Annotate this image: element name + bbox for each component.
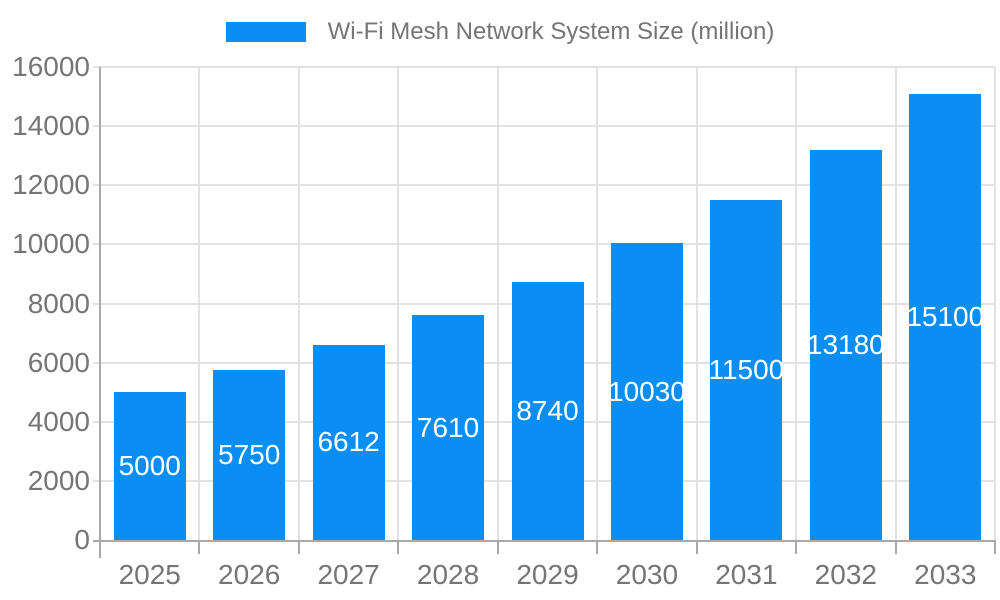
bar bbox=[909, 93, 982, 540]
bar bbox=[511, 281, 584, 540]
x-axis-tick-label: 2029 bbox=[516, 559, 579, 590]
x-axis-tick bbox=[198, 540, 201, 554]
x-axis-tick-label: 2028 bbox=[416, 559, 480, 590]
y-axis-tick-label: 12000 bbox=[12, 169, 90, 201]
x-axis-tick bbox=[99, 540, 101, 554]
bar-value-label: 6612 bbox=[317, 426, 380, 458]
bar bbox=[412, 315, 485, 540]
y-axis-tick-label: 14000 bbox=[12, 110, 90, 142]
bar-value-label: 7610 bbox=[416, 411, 480, 443]
y-axis-tick-label: 0 bbox=[74, 524, 90, 555]
x-axis-tick bbox=[496, 540, 499, 554]
x-axis-tick-label: 2030 bbox=[615, 559, 679, 590]
bar bbox=[312, 344, 385, 540]
y-axis-tick-label: 4000 bbox=[27, 405, 90, 437]
v-gridline bbox=[596, 67, 599, 540]
bar bbox=[113, 392, 186, 540]
bar-value-label: 5000 bbox=[118, 450, 181, 482]
bar-value-label: 8740 bbox=[516, 394, 579, 426]
h-gridline bbox=[93, 66, 995, 68]
h-gridline bbox=[93, 243, 995, 246]
x-axis-tick bbox=[397, 540, 400, 554]
x-axis-tick bbox=[695, 540, 698, 554]
h-gridline bbox=[93, 125, 995, 128]
bar bbox=[610, 243, 683, 540]
x-axis-tick-label: 2032 bbox=[814, 559, 877, 590]
x-axis-tick-label: 2025 bbox=[118, 559, 181, 590]
y-axis-tick-label: 8000 bbox=[27, 287, 90, 319]
x-axis-line bbox=[93, 540, 995, 542]
v-gridline bbox=[397, 67, 400, 540]
x-axis-tick-label: 2026 bbox=[218, 559, 281, 590]
y-axis-tick-label: 10000 bbox=[12, 228, 90, 260]
bar bbox=[213, 370, 286, 540]
v-gridline bbox=[297, 67, 300, 540]
x-axis-tick-label: 2033 bbox=[914, 559, 977, 590]
x-axis-tick bbox=[596, 540, 599, 554]
bar-value-label: 10030 bbox=[608, 375, 686, 407]
h-gridline bbox=[93, 184, 995, 187]
v-gridline bbox=[894, 67, 897, 540]
y-axis-tick-label: 16000 bbox=[12, 51, 90, 82]
bar bbox=[809, 150, 882, 540]
v-gridline bbox=[198, 67, 201, 540]
x-axis-tick-label: 2031 bbox=[715, 559, 778, 590]
v-gridline bbox=[496, 67, 499, 540]
x-axis-tick bbox=[297, 540, 300, 554]
x-axis-tick bbox=[994, 540, 996, 554]
bar-value-label: 5750 bbox=[218, 439, 281, 470]
bar-value-label: 13180 bbox=[806, 329, 885, 361]
bar-value-label: 15100 bbox=[906, 300, 985, 332]
legend-label: Wi-Fi Mesh Network System Size (million) bbox=[327, 18, 775, 45]
y-axis-line bbox=[99, 67, 101, 558]
bar bbox=[710, 200, 783, 540]
y-axis-tick-label: 6000 bbox=[27, 346, 90, 378]
x-axis-tick-label: 2027 bbox=[317, 559, 380, 590]
x-axis-tick bbox=[894, 540, 897, 554]
y-axis-tick-label: 2000 bbox=[27, 464, 90, 496]
x-axis-tick bbox=[795, 540, 798, 554]
legend-swatch bbox=[225, 22, 306, 42]
v-gridline bbox=[795, 67, 798, 540]
legend: Wi-Fi Mesh Network System Size (million) bbox=[0, 18, 1000, 46]
v-gridline bbox=[695, 67, 698, 540]
v-gridline bbox=[994, 67, 996, 540]
bar-value-label: 11500 bbox=[708, 354, 785, 386]
